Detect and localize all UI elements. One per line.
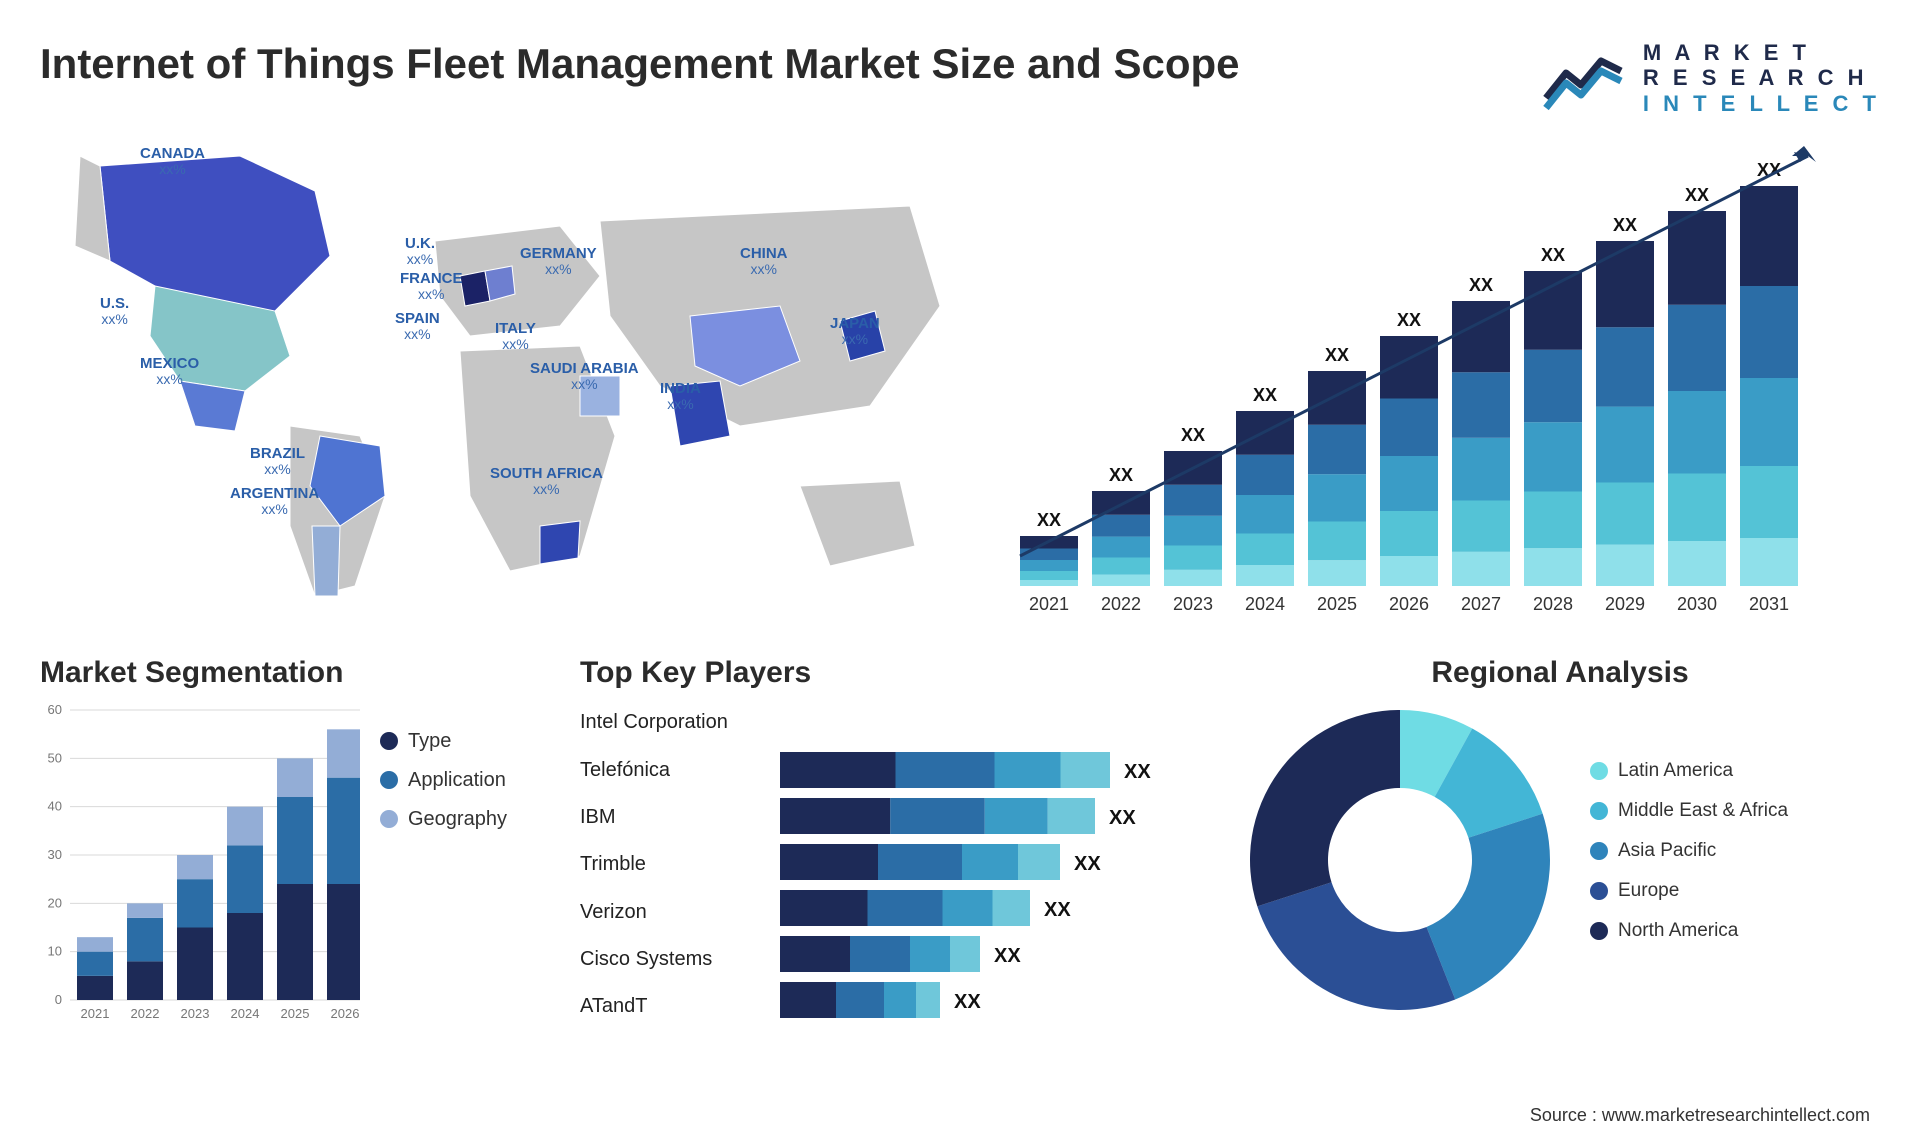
svg-text:2029: 2029 — [1605, 594, 1645, 614]
map-label: JAPANxx% — [830, 316, 880, 348]
svg-text:XX: XX — [1325, 345, 1349, 365]
logo-line1: M A R K E T — [1643, 40, 1880, 65]
player-label: IBM — [580, 795, 770, 841]
regional-panel: Regional Analysis Latin America Middle Ea… — [1240, 656, 1880, 1020]
logo-mark-icon — [1541, 43, 1631, 113]
svg-text:XX: XX — [954, 991, 981, 1013]
svg-text:2021: 2021 — [1029, 594, 1069, 614]
map-label: SOUTH AFRICAxx% — [490, 466, 603, 498]
map-label: SAUDI ARABIAxx% — [530, 361, 639, 393]
legend-item: Europe — [1590, 880, 1788, 902]
segmentation-panel: Market Segmentation 0 10 20 30 40 50 60 2021 202… — [40, 656, 540, 1030]
legend-item: Middle East & Africa — [1590, 800, 1788, 822]
map-label: CHINAxx% — [740, 246, 788, 278]
market-trend-chart: XX 2021 XX 2022 XX 2023 XX 2024 XX 2025 XX 2026 XX 20… — [1000, 126, 1880, 626]
map-label: ARGENTINAxx% — [230, 486, 319, 518]
svg-text:XX: XX — [1109, 807, 1136, 829]
svg-text:2028: 2028 — [1533, 594, 1573, 614]
svg-text:2026: 2026 — [331, 1006, 360, 1021]
world-map: CANADAxx% U.S.xx% MEXICOxx% BRAZILxx% ARGENT… — [40, 126, 960, 626]
svg-text:XX: XX — [1541, 245, 1565, 265]
svg-text:XX: XX — [1044, 899, 1071, 921]
map-label: SPAINxx% — [395, 311, 440, 343]
svg-text:2024: 2024 — [231, 1006, 260, 1021]
map-label: U.K.xx% — [405, 236, 435, 268]
map-label: MEXICOxx% — [140, 356, 199, 388]
map-label: ITALYxx% — [495, 321, 536, 353]
player-label: Verizon — [580, 889, 770, 935]
svg-text:2022: 2022 — [131, 1006, 160, 1021]
map-label: BRAZILxx% — [250, 446, 305, 478]
map-label: U.S.xx% — [100, 296, 129, 328]
regional-legend: Latin America Middle East & Africa Asia Pa… — [1590, 760, 1788, 960]
players-labels: Intel CorporationTelefónicaIBMTrimbleVer… — [580, 700, 770, 1030]
svg-text:0: 0 — [55, 992, 62, 1007]
svg-text:XX: XX — [1109, 465, 1133, 485]
player-label: Cisco Systems — [580, 937, 770, 983]
svg-text:XX: XX — [1074, 853, 1101, 875]
segmentation-title: Market Segmentation — [40, 656, 540, 690]
svg-text:50: 50 — [48, 750, 62, 765]
svg-text:30: 30 — [48, 847, 62, 862]
svg-text:10: 10 — [48, 944, 62, 959]
key-players-panel: Top Key Players Intel CorporationTelefón… — [580, 656, 1200, 1030]
svg-text:2025: 2025 — [281, 1006, 310, 1021]
legend-item: Latin America — [1590, 760, 1788, 782]
legend-item: Asia Pacific — [1590, 840, 1788, 862]
legend-item: North America — [1590, 920, 1788, 942]
legend-item: Type — [380, 730, 507, 753]
svg-text:XX: XX — [1613, 215, 1637, 235]
svg-text:2026: 2026 — [1389, 594, 1429, 614]
svg-text:2025: 2025 — [1317, 594, 1357, 614]
svg-text:60: 60 — [48, 702, 62, 717]
logo-line2: R E S E A R C H — [1643, 65, 1880, 90]
svg-text:XX: XX — [1037, 510, 1061, 530]
player-label: Trimble — [580, 842, 770, 888]
svg-text:XX: XX — [1685, 185, 1709, 205]
map-label: FRANCExx% — [400, 271, 463, 303]
svg-text:2023: 2023 — [181, 1006, 210, 1021]
svg-text:2021: 2021 — [81, 1006, 110, 1021]
svg-text:XX: XX — [1253, 385, 1277, 405]
source-text: Source : www.marketresearchintellect.com — [1530, 1105, 1870, 1126]
player-label: Telefónica — [580, 747, 770, 793]
svg-text:20: 20 — [48, 895, 62, 910]
page-title: Internet of Things Fleet Management Mark… — [40, 40, 1240, 88]
brand-logo: M A R K E T R E S E A R C H I N T E L L … — [1541, 40, 1880, 116]
svg-text:XX: XX — [994, 945, 1021, 967]
svg-text:2022: 2022 — [1101, 594, 1141, 614]
players-title: Top Key Players — [580, 656, 1200, 690]
svg-text:XX: XX — [1469, 275, 1493, 295]
logo-line3: I N T E L L E C T — [1643, 91, 1880, 116]
svg-text:2024: 2024 — [1245, 594, 1285, 614]
player-label: Intel Corporation — [580, 700, 770, 746]
regional-title: Regional Analysis — [1240, 656, 1880, 690]
map-label: GERMANYxx% — [520, 246, 597, 278]
svg-text:XX: XX — [1124, 761, 1151, 783]
svg-text:XX: XX — [1397, 310, 1421, 330]
legend-item: Geography — [380, 808, 507, 831]
map-label: CANADAxx% — [140, 146, 205, 178]
svg-text:2027: 2027 — [1461, 594, 1501, 614]
segmentation-legend: Type Application Geography — [380, 700, 507, 847]
player-label: ATandT — [580, 984, 770, 1030]
svg-text:XX: XX — [1181, 425, 1205, 445]
svg-text:40: 40 — [48, 799, 62, 814]
svg-text:2031: 2031 — [1749, 594, 1789, 614]
svg-text:2023: 2023 — [1173, 594, 1213, 614]
svg-text:2030: 2030 — [1677, 594, 1717, 614]
legend-item: Application — [380, 769, 507, 792]
map-label: INDIAxx% — [660, 381, 701, 413]
